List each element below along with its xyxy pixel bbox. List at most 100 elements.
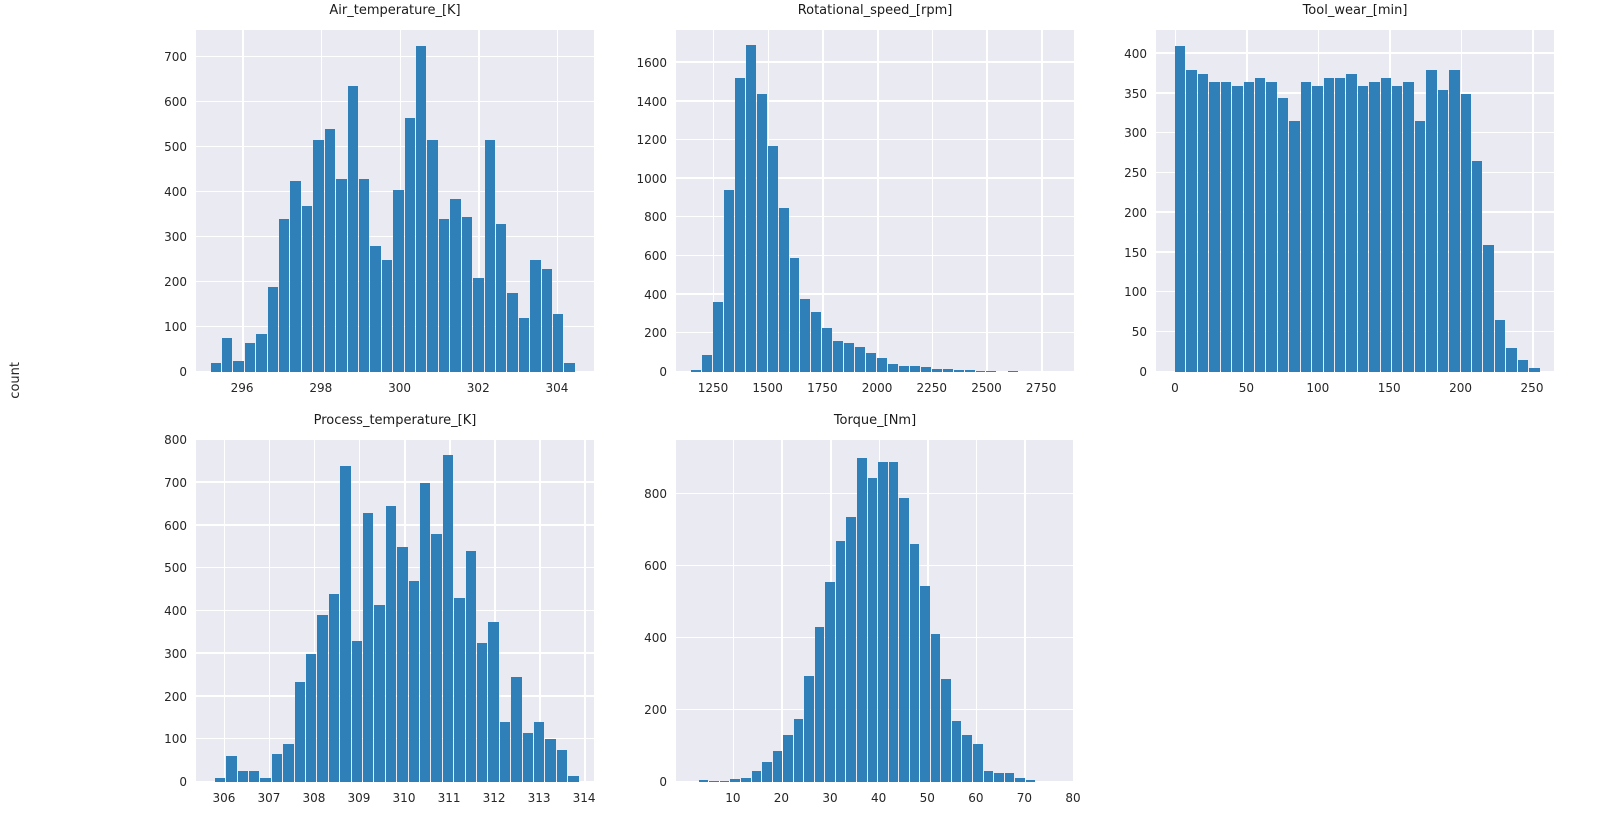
histogram-bar [920,367,931,372]
histogram-bar [260,777,271,782]
histogram-bar [556,749,568,782]
x-tick-label: 314 [572,791,596,805]
histogram-bar [941,679,951,782]
x-tick-label: 100 [1306,381,1330,395]
histogram-bar [488,621,499,782]
plot-area [676,440,1074,782]
histogram-bar [1015,778,1025,782]
y-tick-label: 500 [164,140,187,154]
histogram-bar [340,465,351,782]
histogram-bar [461,216,473,372]
histogram-bar [1277,97,1289,372]
histogram-bar [408,581,420,782]
histogram-bar [1186,69,1197,372]
x-tick-label: 304 [545,381,569,395]
subplot-torque: Torque_[Nm] 0 200 400 600 800 10 20 30 40 50 60 70 8… [644,413,1081,805]
histogram-bar [381,259,393,372]
histogram-bar [899,497,909,782]
histogram-bar [244,342,256,372]
histogram-bar [751,771,762,782]
histogram-bar [301,205,313,372]
histogram-bar [855,346,866,372]
histogram-bar [1483,244,1494,372]
plot-area [1156,30,1554,372]
histogram-bar [541,268,553,372]
histogram-bar [1008,371,1019,372]
histogram-bar [1197,73,1209,372]
histogram-bar [804,675,814,782]
histogram-bar [495,223,507,372]
histogram-bar [888,364,898,372]
subplot-tool-wear: Tool_wear_[min] 0 50 100 150 200 250 300 350 400… [1124,3,1554,395]
histogram-bar [811,312,822,372]
gridline-vertical [781,440,783,782]
histogram-bar [723,190,734,372]
gridline-vertical [268,440,271,782]
histogram-bar [844,343,855,372]
gridline-horizontal [676,138,1074,141]
y-tick-label: 200 [1124,205,1147,220]
x-tick-label: 300 [388,381,411,395]
histogram-bar [962,735,972,782]
histogram-bar [702,354,712,372]
y-tick-label: 1600 [636,55,667,70]
histogram-bar [1220,81,1232,372]
histogram-bar [1266,81,1277,372]
histogram-bar [909,366,920,372]
histogram-bar [709,781,719,782]
y-tick-label: 700 [164,475,187,490]
histogram-bar [1414,121,1426,372]
gridline-horizontal [196,481,594,483]
y-tick-label: 100 [1124,285,1147,300]
histogram-bar [867,477,878,782]
histogram-bar [931,369,942,372]
histogram-bar [564,363,575,372]
subplot-rotational-speed: Rotational_speed_[rpm] 0 200 400 600 800 1000… [636,3,1074,395]
x-tick-label: 2750 [1025,381,1057,395]
chart-title: Process_temperature_[K] [313,413,477,428]
x-tick-label: 40 [871,791,887,805]
y-tick-label: 400 [644,631,667,645]
y-tick-label: 100 [164,732,187,747]
histogram-bar [1392,85,1403,372]
y-tick-label: 300 [164,646,187,661]
histogram-bar [1209,81,1220,372]
x-tick-label: 310 [392,791,416,805]
y-tick-label: 400 [164,604,187,618]
histogram-bar [454,598,465,782]
histogram-bar [267,286,279,372]
histogram-bar [1472,161,1483,372]
histogram-bar [793,719,804,782]
histogram-bar [745,45,756,372]
histogram-bar [767,145,778,372]
histogram-bar [374,604,385,782]
y-tick-label: 600 [644,249,667,264]
x-tick-label: 309 [347,791,371,805]
histogram-bar [1004,773,1015,782]
histogram-bar [533,722,545,782]
gridline-vertical [584,440,586,782]
gridline-vertical [1073,440,1074,782]
histogram-bar [358,178,370,372]
gridline-vertical [712,30,715,372]
histogram-bar [1517,360,1529,372]
gridline-vertical [732,440,735,782]
x-tick-label: 296 [230,381,254,395]
gridline-vertical [975,440,978,782]
histogram-bar [975,371,986,372]
histogram-bar [1506,348,1517,372]
histogram-bar [416,45,427,372]
histogram-bar [698,780,709,782]
gridline-horizontal [196,55,594,57]
histogram-bar [734,78,745,372]
gridline-horizontal [196,145,594,147]
histogram-bar [1300,81,1312,372]
y-tick-label: 100 [164,320,187,334]
histogram-bar [741,778,751,782]
histogram-bar [1449,69,1460,372]
histogram-bar [484,140,495,372]
histogram-bar [249,771,260,782]
x-tick-label: 70 [1016,791,1033,805]
y-tick-label: 700 [164,50,187,64]
gridline-horizontal [676,61,1074,63]
